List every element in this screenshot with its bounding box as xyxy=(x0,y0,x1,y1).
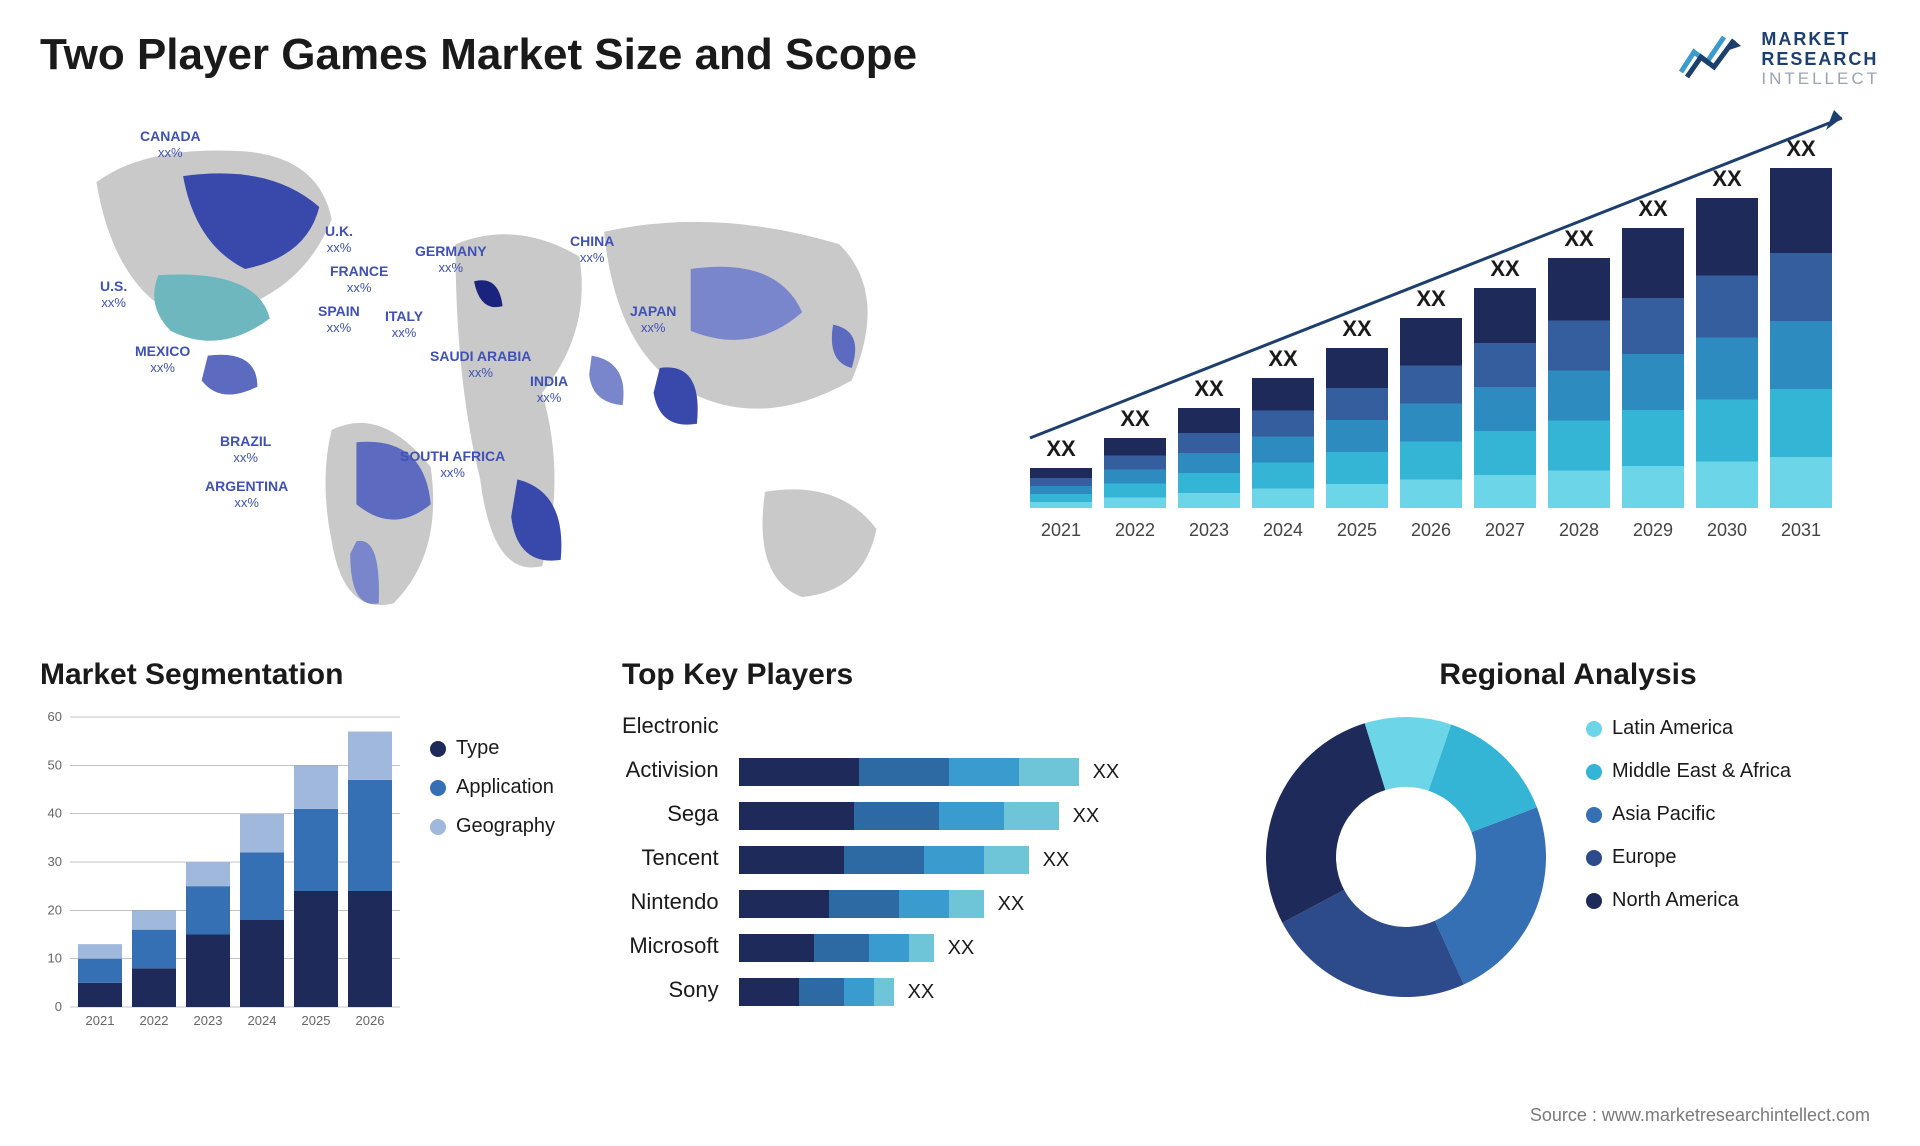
world-map: CANADAxx% U.S.xx% MEXICOxx% BRAZILxx% ARGENT… xyxy=(40,108,970,628)
svg-text:XX: XX xyxy=(1638,196,1668,221)
player-label-microsoft: Microsoft xyxy=(629,931,718,961)
regional-section: Regional Analysis Latin America Middle Ea… xyxy=(1256,658,1880,1078)
map-label-argentina: ARGENTINAxx% xyxy=(205,478,288,510)
svg-text:2025: 2025 xyxy=(1337,520,1377,540)
region-legend-asia-pacific: Asia Pacific xyxy=(1586,803,1791,826)
svg-text:2022: 2022 xyxy=(140,1013,169,1028)
map-label-uk: U.K.xx% xyxy=(325,223,353,255)
svg-text:2031: 2031 xyxy=(1781,520,1821,540)
player-bar-nintendo: XX xyxy=(739,889,1120,919)
svg-text:XX: XX xyxy=(1342,316,1372,341)
regional-title: Regional Analysis xyxy=(1256,658,1880,692)
svg-text:XX: XX xyxy=(1194,376,1224,401)
player-bar-electronic xyxy=(739,713,1120,743)
segmentation-legend: Type Application Geography xyxy=(430,707,555,1047)
svg-text:2021: 2021 xyxy=(86,1013,115,1028)
logo-mark-icon xyxy=(1679,32,1749,87)
player-bar-microsoft: XX xyxy=(739,933,1120,963)
svg-text:XX: XX xyxy=(1490,256,1520,281)
map-label-china: CHINAxx% xyxy=(570,233,614,265)
seg-legend-geography: Geography xyxy=(430,815,555,838)
segmentation-title: Market Segmentation xyxy=(40,658,612,692)
svg-text:2026: 2026 xyxy=(1411,520,1451,540)
svg-text:30: 30 xyxy=(48,854,62,869)
brand-logo: MARKET RESEARCH INTELLECT xyxy=(1679,30,1880,88)
player-label-nintendo: Nintendo xyxy=(631,887,719,917)
map-label-brazil: BRAZILxx% xyxy=(220,433,271,465)
logo-text-1: MARKET xyxy=(1761,30,1880,50)
svg-text:2024: 2024 xyxy=(1263,520,1303,540)
seg-legend-application: Application xyxy=(430,776,555,799)
player-bar-sony: XX xyxy=(739,977,1120,1007)
player-bar-activision: XX xyxy=(739,757,1120,787)
svg-text:0: 0 xyxy=(55,999,62,1014)
region-legend-latin-america: Latin America xyxy=(1586,717,1791,740)
svg-text:40: 40 xyxy=(48,806,62,821)
player-label-electronic: Electronic xyxy=(622,711,719,741)
seg-legend-type: Type xyxy=(430,737,555,760)
svg-text:2026: 2026 xyxy=(356,1013,385,1028)
regional-donut xyxy=(1256,707,1556,1007)
svg-text:2024: 2024 xyxy=(248,1013,277,1028)
svg-text:50: 50 xyxy=(48,758,62,773)
map-label-india: INDIAxx% xyxy=(530,373,568,405)
svg-text:20: 20 xyxy=(48,903,62,918)
source-attribution: Source : www.marketresearchintellect.com xyxy=(1530,1105,1870,1126)
svg-text:2025: 2025 xyxy=(302,1013,331,1028)
regional-legend: Latin America Middle East & Africa Asia Pa… xyxy=(1586,707,1791,912)
map-label-germany: GERMANYxx% xyxy=(415,243,487,275)
region-legend-middle-east---africa: Middle East & Africa xyxy=(1586,760,1791,783)
player-bar-tencent: XX xyxy=(739,845,1120,875)
svg-text:2023: 2023 xyxy=(1189,520,1229,540)
map-label-southafrica: SOUTH AFRICAxx% xyxy=(400,448,505,480)
player-label-activision: Activision xyxy=(626,755,719,785)
player-label-tencent: Tencent xyxy=(642,843,719,873)
region-legend-north-america: North America xyxy=(1586,889,1791,912)
key-players-title: Top Key Players xyxy=(622,658,1246,692)
map-label-canada: CANADAxx% xyxy=(140,128,201,160)
map-label-us: U.S.xx% xyxy=(100,278,127,310)
map-label-mexico: MEXICOxx% xyxy=(135,343,190,375)
svg-text:XX: XX xyxy=(1046,436,1076,461)
svg-text:XX: XX xyxy=(1268,346,1298,371)
region-legend-europe: Europe xyxy=(1586,846,1791,869)
map-label-france: FRANCExx% xyxy=(330,263,388,295)
svg-text:2023: 2023 xyxy=(194,1013,223,1028)
map-label-saudiarabia: SAUDI ARABIAxx% xyxy=(430,348,531,380)
player-label-sony: Sony xyxy=(668,975,718,1005)
player-label-sega: Sega xyxy=(667,799,718,829)
segmentation-section: Market Segmentation 0 10 20 30 40 50 60 2021 202… xyxy=(40,658,612,1078)
svg-text:2027: 2027 xyxy=(1485,520,1525,540)
map-label-japan: JAPANxx% xyxy=(630,303,676,335)
svg-text:2028: 2028 xyxy=(1559,520,1599,540)
player-bar-sega: XX xyxy=(739,801,1120,831)
svg-text:2021: 2021 xyxy=(1041,520,1081,540)
map-label-spain: SPAINxx% xyxy=(318,303,360,335)
svg-text:XX: XX xyxy=(1564,226,1594,251)
svg-text:60: 60 xyxy=(48,709,62,724)
logo-text-3: INTELLECT xyxy=(1761,70,1880,89)
svg-text:XX: XX xyxy=(1416,286,1446,311)
map-label-italy: ITALYxx% xyxy=(385,308,423,340)
logo-text-2: RESEARCH xyxy=(1761,50,1880,70)
svg-text:10: 10 xyxy=(48,951,62,966)
svg-text:XX: XX xyxy=(1712,166,1742,191)
svg-text:XX: XX xyxy=(1120,406,1150,431)
key-players-section: Top Key Players Electronic Activision Sega… xyxy=(622,658,1246,1078)
svg-text:2022: 2022 xyxy=(1115,520,1155,540)
svg-text:2029: 2029 xyxy=(1633,520,1673,540)
page-title: Two Player Games Market Size and Scope xyxy=(40,30,917,80)
growth-chart: XX 2021 XX 2022 XX 2023 XX 2024 XX 2025 XX 2026 XX 20… xyxy=(1000,108,1880,628)
svg-text:2030: 2030 xyxy=(1707,520,1747,540)
